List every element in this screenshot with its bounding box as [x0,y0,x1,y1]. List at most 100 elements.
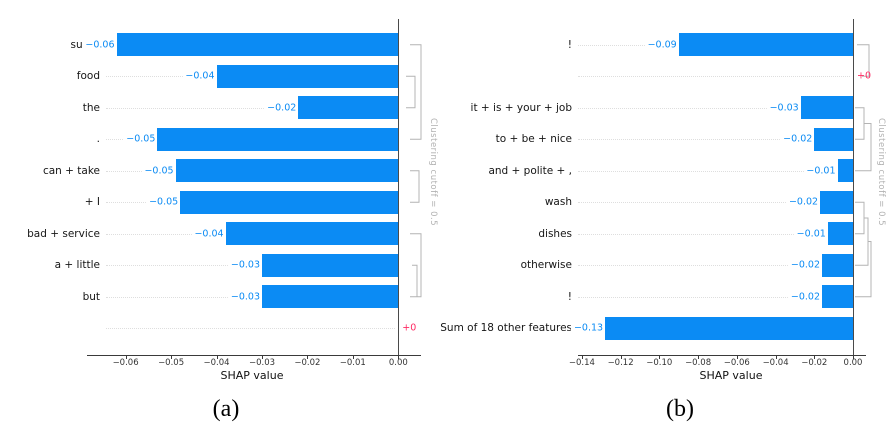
feature-label: it + is + your + job [470,101,572,114]
bar-value-label: −0.02 [785,196,820,208]
feature-label: + I [84,196,100,209]
bar-value-label: −0.05 [141,165,175,177]
x-axis-tick [307,355,309,359]
zero-axis-line [398,19,400,359]
bar-value-label: −0.02 [264,102,298,114]
shap-bar [180,190,399,214]
x-axis-tick-label: −0.06 [723,358,750,368]
cluster-bracket [410,44,422,140]
feature-label: ! [567,38,572,51]
bar-value-label: −0.03 [227,259,261,271]
cluster-bracket [855,201,865,235]
leader-line [106,202,179,204]
bar-value-label: −0.03 [227,291,261,303]
x-axis-tick-label: −0.03 [248,358,276,368]
shap-bar [822,285,853,309]
bar-value-label: −0.09 [644,39,678,51]
x-axis-tick-label: −0.08 [685,358,712,368]
leader-line [578,107,799,109]
leader-line [106,170,174,172]
shap-bar [605,316,853,340]
shap-bar [814,127,853,151]
feature-label: dishes [538,227,572,240]
x-axis-tick [216,355,218,359]
shap-bar [678,33,853,57]
x-axis-tick-label: −0.01 [339,358,366,368]
cluster-bracket [855,123,872,172]
bar-value-label: −0.06 [82,39,116,51]
zero-value-label: +0 [402,322,417,334]
leader-line [106,76,215,78]
x-axis-tick-label: −0.04 [203,358,230,368]
shap-bar [175,159,399,183]
bar-value-label: −0.05 [123,133,157,145]
x-axis-tick [736,355,738,359]
shap-bar [116,33,399,57]
feature-label: ! [567,290,572,303]
x-axis-tick [262,355,263,359]
feature-label: the [82,101,100,114]
x-axis-tick-label: −0.14 [568,358,595,368]
x-axis-tick [659,355,661,359]
bar-value-label: −0.13 [570,322,605,334]
leader-line [106,296,260,298]
shap-bar [298,96,399,120]
bar-value-label: −0.05 [146,196,180,208]
feature-label: a + little [54,259,100,272]
x-axis-tick [698,355,700,359]
shap-bar [157,127,399,151]
shap-bar [822,253,853,277]
feature-label: wash [544,196,572,209]
bar-value-label: −0.04 [182,70,216,82]
leader-line [578,233,826,235]
shap-bar [837,159,853,183]
x-axis-label: SHAP value [699,369,763,382]
x-axis-tick-label: −0.02 [294,358,321,368]
clustering-cutoff-label: Clustering cutoff = 0.5 [428,118,438,227]
x-axis-tick [125,355,127,359]
leader-line [578,139,813,141]
clustering-cutoff-label: Clustering cutoff = 0.5 [876,118,886,227]
leader-line [578,296,820,298]
x-axis-tick-label: 0.00 [843,358,863,368]
x-axis-tick [775,355,777,359]
x-axis-label: SHAP value [220,369,284,382]
shap-bar [827,222,853,246]
leader-line [106,328,396,330]
zero-value-label: +0 [857,70,872,82]
bar-value-label: −0.04 [191,228,225,240]
x-axis-tick [853,355,854,359]
cluster-bracket [855,217,869,266]
shap-bar [216,64,399,88]
x-axis-tick [581,355,583,359]
x-axis-tick-label: −0.02 [801,358,828,368]
zero-axis-line [853,19,854,359]
x-axis-tick-label: 0.00 [388,358,408,368]
x-axis-tick-label: −0.06 [112,358,139,368]
x-axis-tick-label: −0.04 [762,358,789,368]
leader-line [578,202,819,204]
cluster-bracket [410,170,420,203]
bar-value-label: −0.02 [787,291,821,303]
x-axis-tick [814,355,816,359]
feature-label: bad + service [27,227,100,240]
leader-line [106,107,297,109]
bar-value-label: −0.02 [787,259,821,271]
x-axis-tick-label: −0.05 [158,358,185,368]
shap-bar [800,96,853,120]
feature-label: Sum of 18 other features [440,322,572,335]
x-axis-tick [352,355,354,359]
leader-line [106,265,260,267]
subfigure-caption-a: (a) [212,396,240,422]
leader-line [578,44,677,46]
cluster-bracket [410,233,422,298]
feature-label: . [96,133,100,146]
x-axis-baseline [578,355,866,356]
subfigure-caption-b: (b) [666,396,694,422]
chart-panel-a: Clustering cutoff = 0.5 SHAP value (a) −… [27,19,438,422]
cluster-bracket [855,241,872,298]
feature-label: otherwise [520,259,572,272]
dendrogram-b [855,44,872,298]
chart-panel-b: Clustering cutoff = 0.5 SHAP value (b) −… [440,0,888,435]
